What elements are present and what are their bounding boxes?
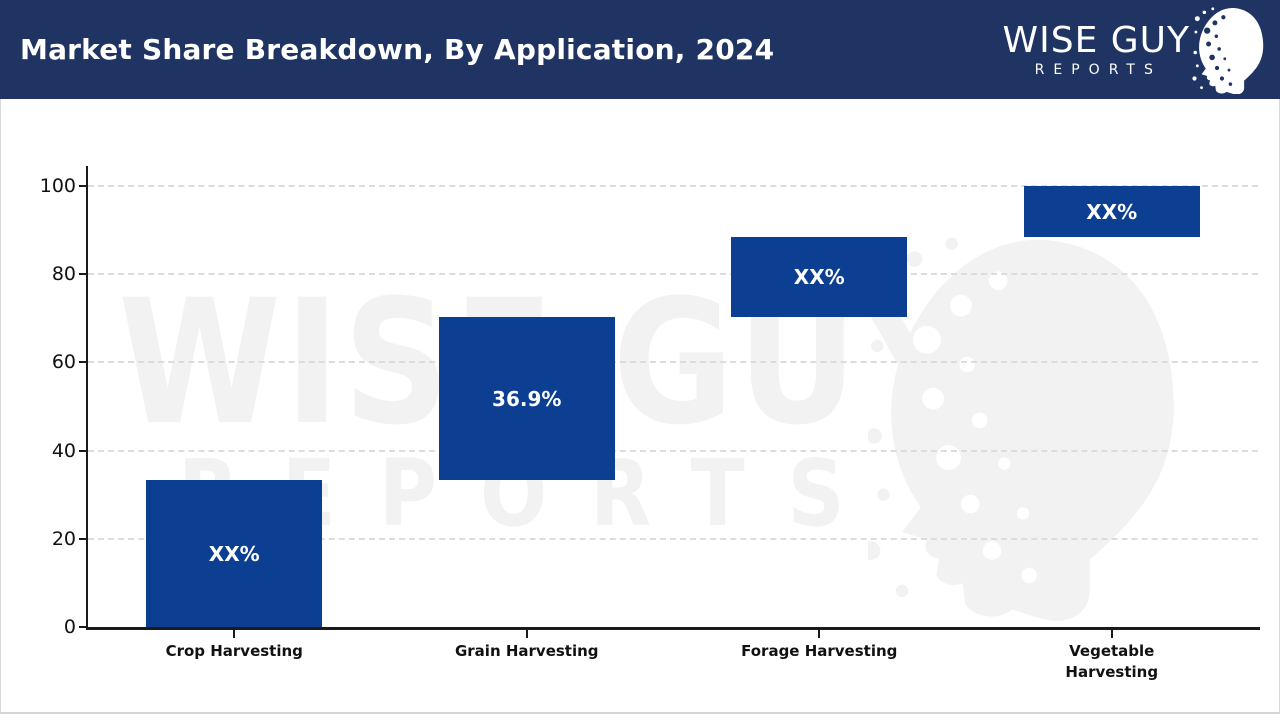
brand-logo: WISE GUY REPORTS [1003, 6, 1267, 94]
gridline [88, 449, 1258, 452]
brand-logo-text: WISE GUY REPORTS [1003, 22, 1191, 78]
x-category-label: Grain Harvesting [454, 642, 599, 660]
x-tick-mark [233, 630, 236, 638]
gridline [88, 537, 1258, 540]
bar-value-label: XX% [793, 265, 845, 290]
y-tick-label: 20 [51, 527, 76, 550]
y-tick-label: 60 [51, 351, 76, 374]
y-tick-label: 80 [51, 263, 76, 286]
bar-value-label: 36.9% [492, 386, 562, 411]
y-tick-mark [79, 273, 88, 276]
header-band: Market Share Breakdown, By Application, … [0, 0, 1280, 99]
y-tick-label: 0 [63, 616, 76, 638]
brand-face-icon [1192, 7, 1264, 94]
bar-segment: XX% [1023, 186, 1200, 238]
x-category-label: Crop Harvesting [165, 642, 303, 660]
bar-value-label: XX% [1086, 199, 1138, 224]
y-tick-label: 100 [39, 175, 76, 197]
x-tick-mark [818, 630, 821, 638]
gridline [88, 273, 1258, 276]
page-title: Market Share Breakdown, By Application, … [20, 33, 775, 66]
gridline [88, 361, 1258, 364]
y-axis-line [86, 166, 88, 630]
y-tick-mark [79, 626, 88, 628]
y-tick-mark [79, 361, 88, 364]
brand-subname: REPORTS [1034, 61, 1162, 78]
y-tick-mark [79, 449, 88, 452]
x-category-label: Vegetable Harvesting [1065, 642, 1159, 681]
bar-value-label: XX% [208, 541, 260, 566]
x-tick-mark [1110, 630, 1113, 638]
gridline [88, 185, 1258, 187]
y-tick-mark [79, 537, 88, 540]
x-category-label: Forage Harvesting [741, 642, 898, 660]
x-tick-mark [525, 630, 528, 638]
bar-segment: XX% [146, 480, 323, 627]
brand-name: WISE GUY [1002, 20, 1190, 62]
x-axis-line [86, 627, 1260, 630]
bar-segment: 36.9% [438, 317, 615, 481]
y-tick-label: 40 [51, 439, 76, 462]
y-tick-mark [79, 185, 88, 187]
bar-segment: XX% [731, 237, 908, 318]
